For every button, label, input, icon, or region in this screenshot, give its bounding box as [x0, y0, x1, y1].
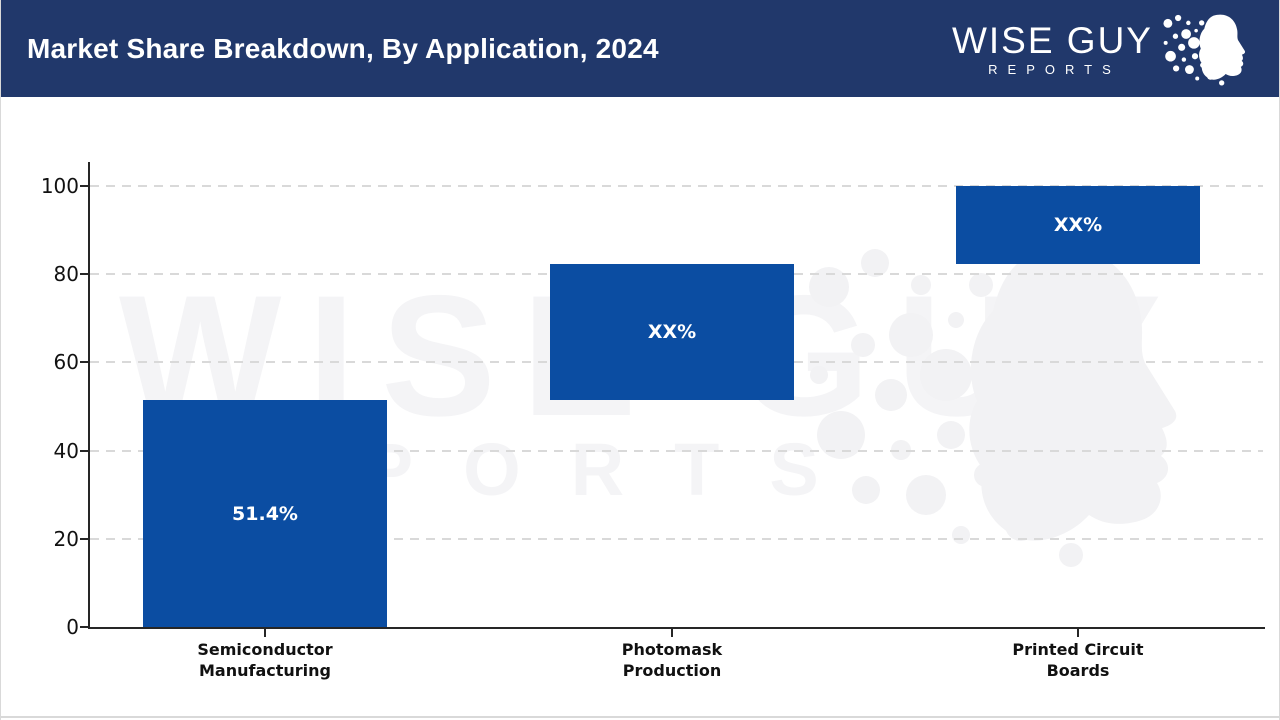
- header-band: Market Share Breakdown, By Application, …: [1, 0, 1279, 97]
- y-tick-mark: [80, 273, 88, 276]
- y-tick-mark: [80, 537, 88, 540]
- bottom-border: [1, 716, 1279, 718]
- x-axis-line: [88, 627, 1265, 629]
- gridline: [90, 185, 1263, 187]
- y-tick-label: 40: [53, 438, 79, 463]
- x-tick-mark: [1077, 629, 1079, 637]
- x-tick-mark: [671, 629, 673, 637]
- y-tick-mark: [80, 626, 88, 628]
- x-tick-mark: [264, 629, 266, 637]
- bar-segment-1: [143, 400, 387, 627]
- bar-segment-2: [550, 263, 794, 401]
- logo-reports-text: REPORTS: [988, 61, 1121, 77]
- y-tick-label: 20: [53, 526, 79, 551]
- bar-value-label: XX%: [1053, 213, 1103, 236]
- y-tick-label: 0: [66, 615, 79, 639]
- chart-title: Market Share Breakdown, By Application, …: [27, 32, 659, 64]
- y-tick-label: 80: [53, 262, 79, 287]
- y-tick-label: 60: [53, 350, 79, 375]
- y-tick-mark: [80, 185, 88, 187]
- x-category-label: Photomask Production: [621, 640, 723, 680]
- gridline: [90, 449, 1263, 452]
- logo-wiseguy-text: WISE GUY: [951, 19, 1153, 61]
- x-category-label: Printed Circuit Boards: [1012, 640, 1144, 680]
- bar-value-label: 51.4%: [232, 502, 298, 525]
- y-tick-label: 100: [40, 174, 79, 198]
- y-tick-mark: [80, 449, 88, 452]
- x-category-label: Semiconductor Manufacturing: [197, 640, 333, 680]
- y-axis-line: [88, 162, 90, 629]
- bar-value-label: XX%: [647, 320, 697, 343]
- wise-guy-reports-logo: WISE GUY REPORTS: [952, 8, 1255, 90]
- gridline: [90, 537, 1263, 540]
- logo-text: WISE GUY REPORTS: [952, 22, 1153, 76]
- logo-face-icon: [1155, 8, 1255, 90]
- y-tick-mark: [80, 361, 88, 364]
